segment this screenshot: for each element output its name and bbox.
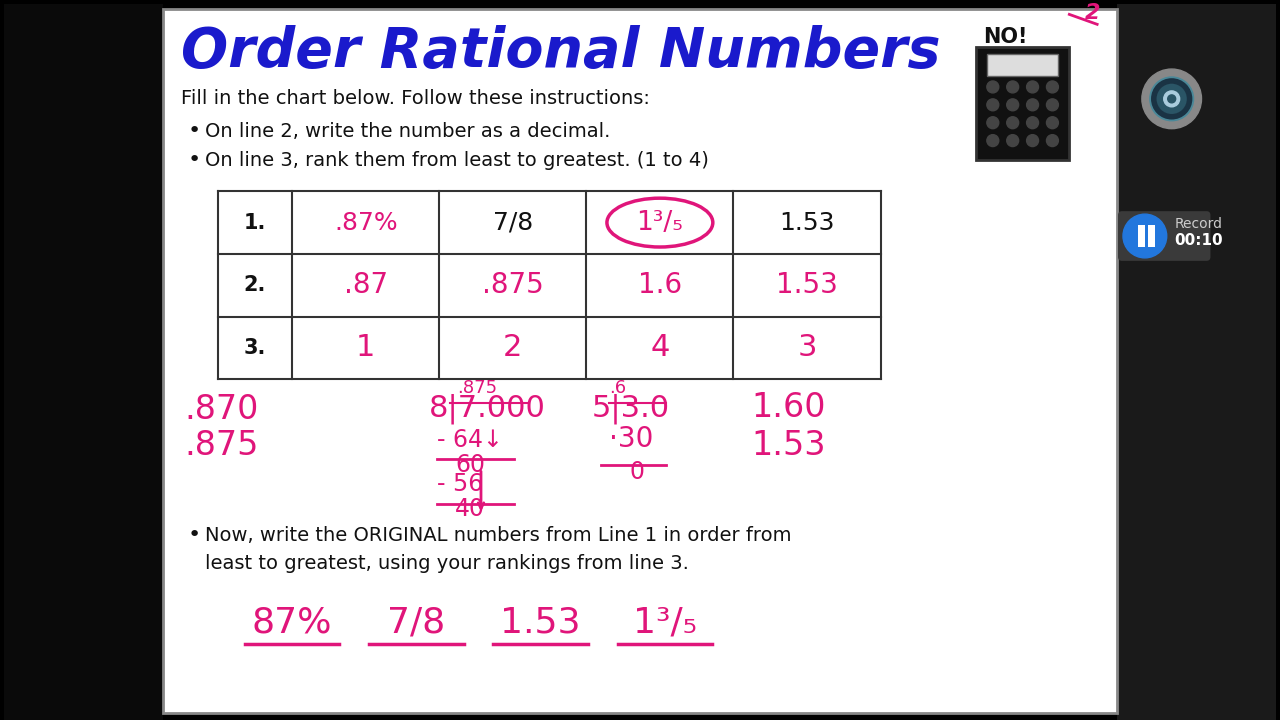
Text: 1.53: 1.53 xyxy=(780,210,835,235)
Text: Now, write the ORIGINAL numbers from Line 1 in order from: Now, write the ORIGINAL numbers from Lin… xyxy=(205,526,791,545)
FancyBboxPatch shape xyxy=(1117,4,1276,720)
Text: Fill in the chart below. Follow these instructions:: Fill in the chart below. Follow these in… xyxy=(180,89,650,108)
Text: Order Rational Numbers: Order Rational Numbers xyxy=(180,25,941,79)
Circle shape xyxy=(987,135,998,147)
Circle shape xyxy=(1157,84,1187,114)
Circle shape xyxy=(1047,117,1059,129)
FancyBboxPatch shape xyxy=(1138,225,1144,247)
Text: 5|3.0: 5|3.0 xyxy=(591,394,669,424)
Circle shape xyxy=(987,117,998,129)
Circle shape xyxy=(1006,135,1019,147)
Text: •: • xyxy=(188,150,201,171)
Text: 3.: 3. xyxy=(243,338,266,358)
Circle shape xyxy=(1149,77,1193,121)
Text: .875: .875 xyxy=(184,428,260,462)
Text: 1³/₅: 1³/₅ xyxy=(632,606,696,639)
Text: On line 2, write the number as a decimal.: On line 2, write the number as a decimal… xyxy=(205,122,611,140)
Circle shape xyxy=(1047,81,1059,93)
Text: 1.6: 1.6 xyxy=(637,271,682,300)
Circle shape xyxy=(1027,81,1038,93)
Circle shape xyxy=(1164,91,1180,107)
FancyBboxPatch shape xyxy=(987,54,1059,76)
Circle shape xyxy=(1027,99,1038,111)
Text: .6: .6 xyxy=(609,379,626,397)
Text: 60: 60 xyxy=(456,453,485,477)
Text: .87%: .87% xyxy=(334,210,398,235)
Text: Record: Record xyxy=(1175,217,1222,231)
Text: 1: 1 xyxy=(356,333,375,362)
Text: 7/8: 7/8 xyxy=(493,210,532,235)
Circle shape xyxy=(1006,117,1019,129)
Text: 2: 2 xyxy=(1085,4,1101,23)
FancyBboxPatch shape xyxy=(1117,211,1211,261)
Circle shape xyxy=(1027,135,1038,147)
Circle shape xyxy=(1142,69,1202,129)
Text: .870: .870 xyxy=(184,393,260,426)
Text: .875: .875 xyxy=(481,271,544,300)
Text: NO!: NO! xyxy=(983,27,1028,48)
Text: 87%: 87% xyxy=(252,606,333,639)
Text: On line 3, rank them from least to greatest. (1 to 4): On line 3, rank them from least to great… xyxy=(205,151,709,171)
Text: .87: .87 xyxy=(343,271,388,300)
Circle shape xyxy=(987,99,998,111)
Circle shape xyxy=(1047,99,1059,111)
Text: ·30: ·30 xyxy=(609,425,654,453)
Text: 00:10: 00:10 xyxy=(1175,233,1224,248)
FancyBboxPatch shape xyxy=(1148,225,1155,247)
Text: 4: 4 xyxy=(650,333,669,362)
FancyBboxPatch shape xyxy=(4,4,163,720)
Text: 1.53: 1.53 xyxy=(776,271,838,300)
Circle shape xyxy=(1167,95,1175,103)
Circle shape xyxy=(1047,135,1059,147)
Circle shape xyxy=(1027,117,1038,129)
Text: 1.: 1. xyxy=(243,212,266,233)
Circle shape xyxy=(1123,214,1167,258)
Text: 3: 3 xyxy=(797,333,817,362)
Text: 2.: 2. xyxy=(243,275,266,295)
Text: 1.60: 1.60 xyxy=(751,391,826,424)
Text: •: • xyxy=(188,121,201,140)
Text: 0: 0 xyxy=(628,461,644,485)
Text: 1.53: 1.53 xyxy=(500,606,581,639)
Text: 1³/₅: 1³/₅ xyxy=(636,210,684,235)
Circle shape xyxy=(987,81,998,93)
Text: - 64↓: - 64↓ xyxy=(438,428,503,451)
Text: least to greatest, using your rankings from line 3.: least to greatest, using your rankings f… xyxy=(205,554,689,573)
Text: 2: 2 xyxy=(503,333,522,362)
Text: - 56: - 56 xyxy=(438,472,484,496)
Text: 1.53: 1.53 xyxy=(751,428,826,462)
FancyBboxPatch shape xyxy=(975,48,1069,161)
Text: 40: 40 xyxy=(456,498,485,521)
FancyBboxPatch shape xyxy=(163,9,1117,713)
Text: 7/8: 7/8 xyxy=(388,606,445,639)
Text: 8|7.000: 8|7.000 xyxy=(429,394,547,424)
Circle shape xyxy=(1006,99,1019,111)
Circle shape xyxy=(1006,81,1019,93)
Text: .875: .875 xyxy=(457,379,497,397)
Text: •: • xyxy=(188,525,201,545)
